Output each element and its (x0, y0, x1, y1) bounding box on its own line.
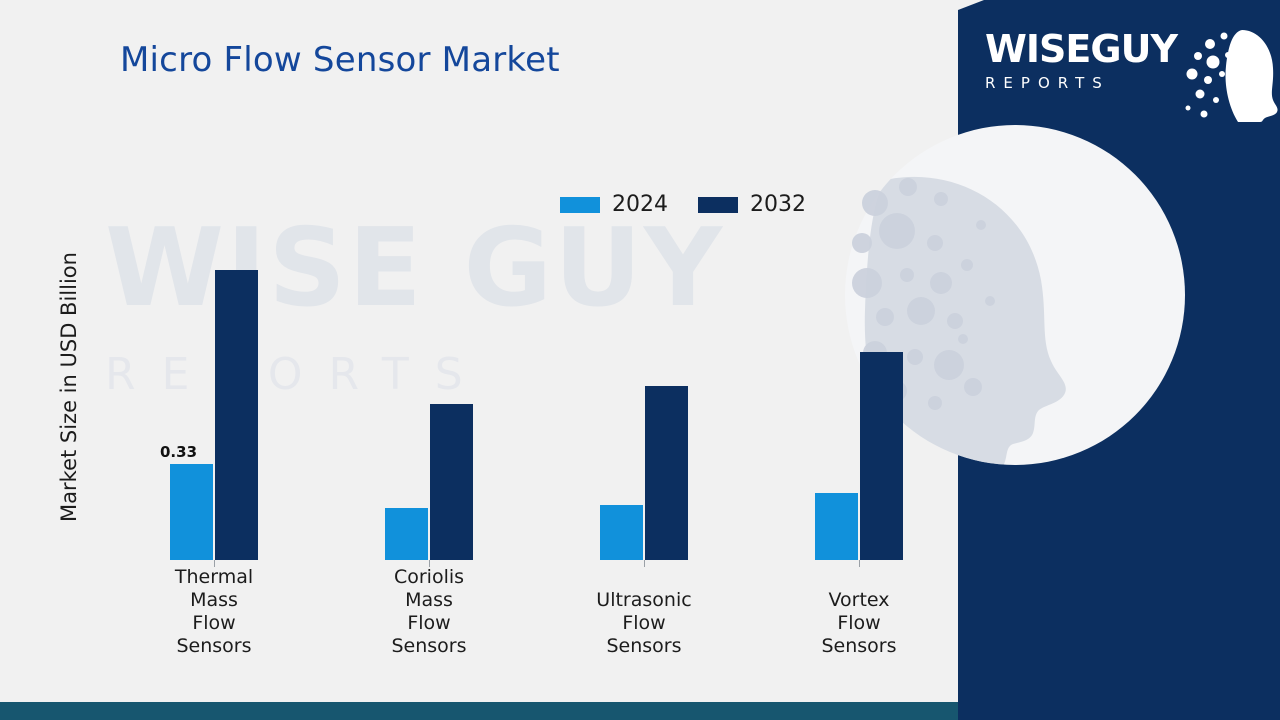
logo-wordmark: WISEGUY (985, 30, 1275, 68)
bar-2024[interactable] (170, 464, 213, 560)
logo-head-icon (1185, 30, 1278, 122)
x-axis-tick (859, 560, 860, 567)
bar-2032[interactable] (645, 386, 688, 560)
x-axis-category-label: Thermal Mass Flow Sensors (174, 566, 254, 657)
bar-2032[interactable] (215, 270, 258, 560)
bar-2024[interactable] (385, 507, 428, 560)
brand-logo: WISEGUY REPORTS (985, 30, 1278, 122)
bar-series-container: 0.33 Thermal Mass Flow Sensors Coriolis Mass Fl… (160, 270, 903, 657)
legend-item-2032[interactable]: 2032 (698, 192, 806, 217)
x-axis-category-label: Vortex Flow Sensors (821, 589, 897, 657)
x-axis-tick (214, 560, 215, 567)
logo-subtext: REPORTS (985, 74, 1110, 92)
inner-face-shape (864, 176, 1066, 465)
page-title: Micro Flow Sensor Market (120, 40, 560, 80)
panel-corner-slant (958, 0, 984, 10)
legend-swatch-2032 (698, 196, 738, 213)
chart-legend: 2024 2032 (560, 192, 806, 217)
legend-item-2024[interactable]: 2024 (560, 192, 668, 217)
bottom-accent-strip (0, 702, 1145, 720)
logo-word-guy: GUY (1090, 27, 1178, 71)
legend-label-2024: 2024 (612, 192, 668, 217)
x-axis-category-label: Ultrasonic Flow Sensors (596, 589, 692, 657)
plot-area: Market Size in USD Billion 2024 2032 0.3… (57, 192, 903, 657)
bar-value-label: 0.33 (160, 443, 198, 462)
bar-2024[interactable] (815, 493, 858, 560)
legend-label-2032: 2032 (750, 192, 806, 217)
legend-swatch-2024 (560, 196, 600, 213)
x-axis-tick (429, 560, 430, 567)
x-axis-category-label: Coriolis Mass Flow Sensors (391, 566, 467, 657)
bar-2024[interactable] (600, 505, 643, 560)
logo-word-wise: WISE (985, 27, 1091, 71)
bar-2032[interactable] (860, 351, 903, 560)
bar-2032[interactable] (430, 403, 473, 560)
x-axis-tick (644, 560, 645, 567)
